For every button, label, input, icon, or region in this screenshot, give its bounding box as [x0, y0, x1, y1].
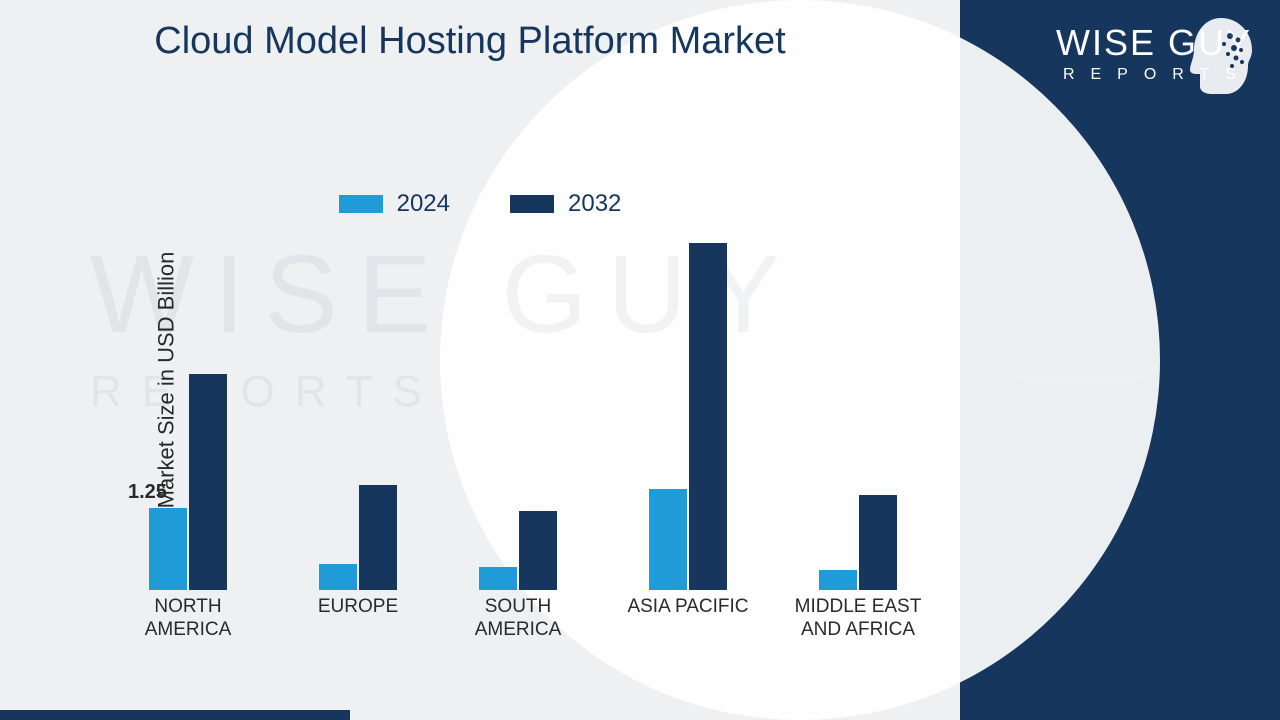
- bar-series-a: [819, 570, 857, 590]
- bar-series-a: [319, 564, 357, 590]
- legend-label-a: 2024: [397, 190, 450, 218]
- legend-item-2024: 2024: [339, 190, 450, 218]
- category-label: ASIA PACIFIC: [618, 590, 758, 619]
- legend-swatch-a: [339, 195, 383, 213]
- bar-series-b: [359, 485, 397, 590]
- bar-group: ASIA PACIFIC: [640, 243, 736, 590]
- legend-label-b: 2032: [568, 190, 621, 218]
- bar-group: MIDDLE EAST AND AFRICA: [810, 495, 906, 590]
- bar-group: NORTH AMERICA1.25: [140, 374, 236, 590]
- bar-value-label: 1.25: [128, 481, 167, 504]
- brand-logo: WISE GUY REPORTS: [992, 22, 1252, 84]
- bar-series-a: [479, 567, 517, 590]
- legend-swatch-b: [510, 195, 554, 213]
- legend: 2024 2032: [0, 190, 960, 218]
- chart-container: WISE GUY REPORTS Cloud Model Hosting Pla…: [0, 0, 960, 720]
- category-label: NORTH AMERICA: [118, 590, 258, 642]
- bar-group: SOUTH AMERICA: [470, 511, 566, 590]
- plot-area: NORTH AMERICA1.25 EUROPE SOUTH AMERICA ASIA…: [120, 230, 900, 590]
- bar-series-b: [689, 243, 727, 590]
- bar-series-a: [649, 489, 687, 590]
- bar-series-b: [519, 511, 557, 590]
- bar-series-b: [859, 495, 897, 590]
- category-label: MIDDLE EAST AND AFRICA: [788, 590, 928, 642]
- category-label: EUROPE: [288, 590, 428, 619]
- bar-series-b: [189, 374, 227, 590]
- chart-title: Cloud Model Hosting Platform Market: [80, 20, 860, 63]
- bar-group: EUROPE: [310, 485, 406, 590]
- category-label: SOUTH AMERICA: [448, 590, 588, 642]
- bottom-stripe: [0, 710, 350, 720]
- legend-item-2032: 2032: [510, 190, 621, 218]
- logo-head-icon: [1186, 16, 1256, 96]
- bar-series-a: [149, 508, 187, 590]
